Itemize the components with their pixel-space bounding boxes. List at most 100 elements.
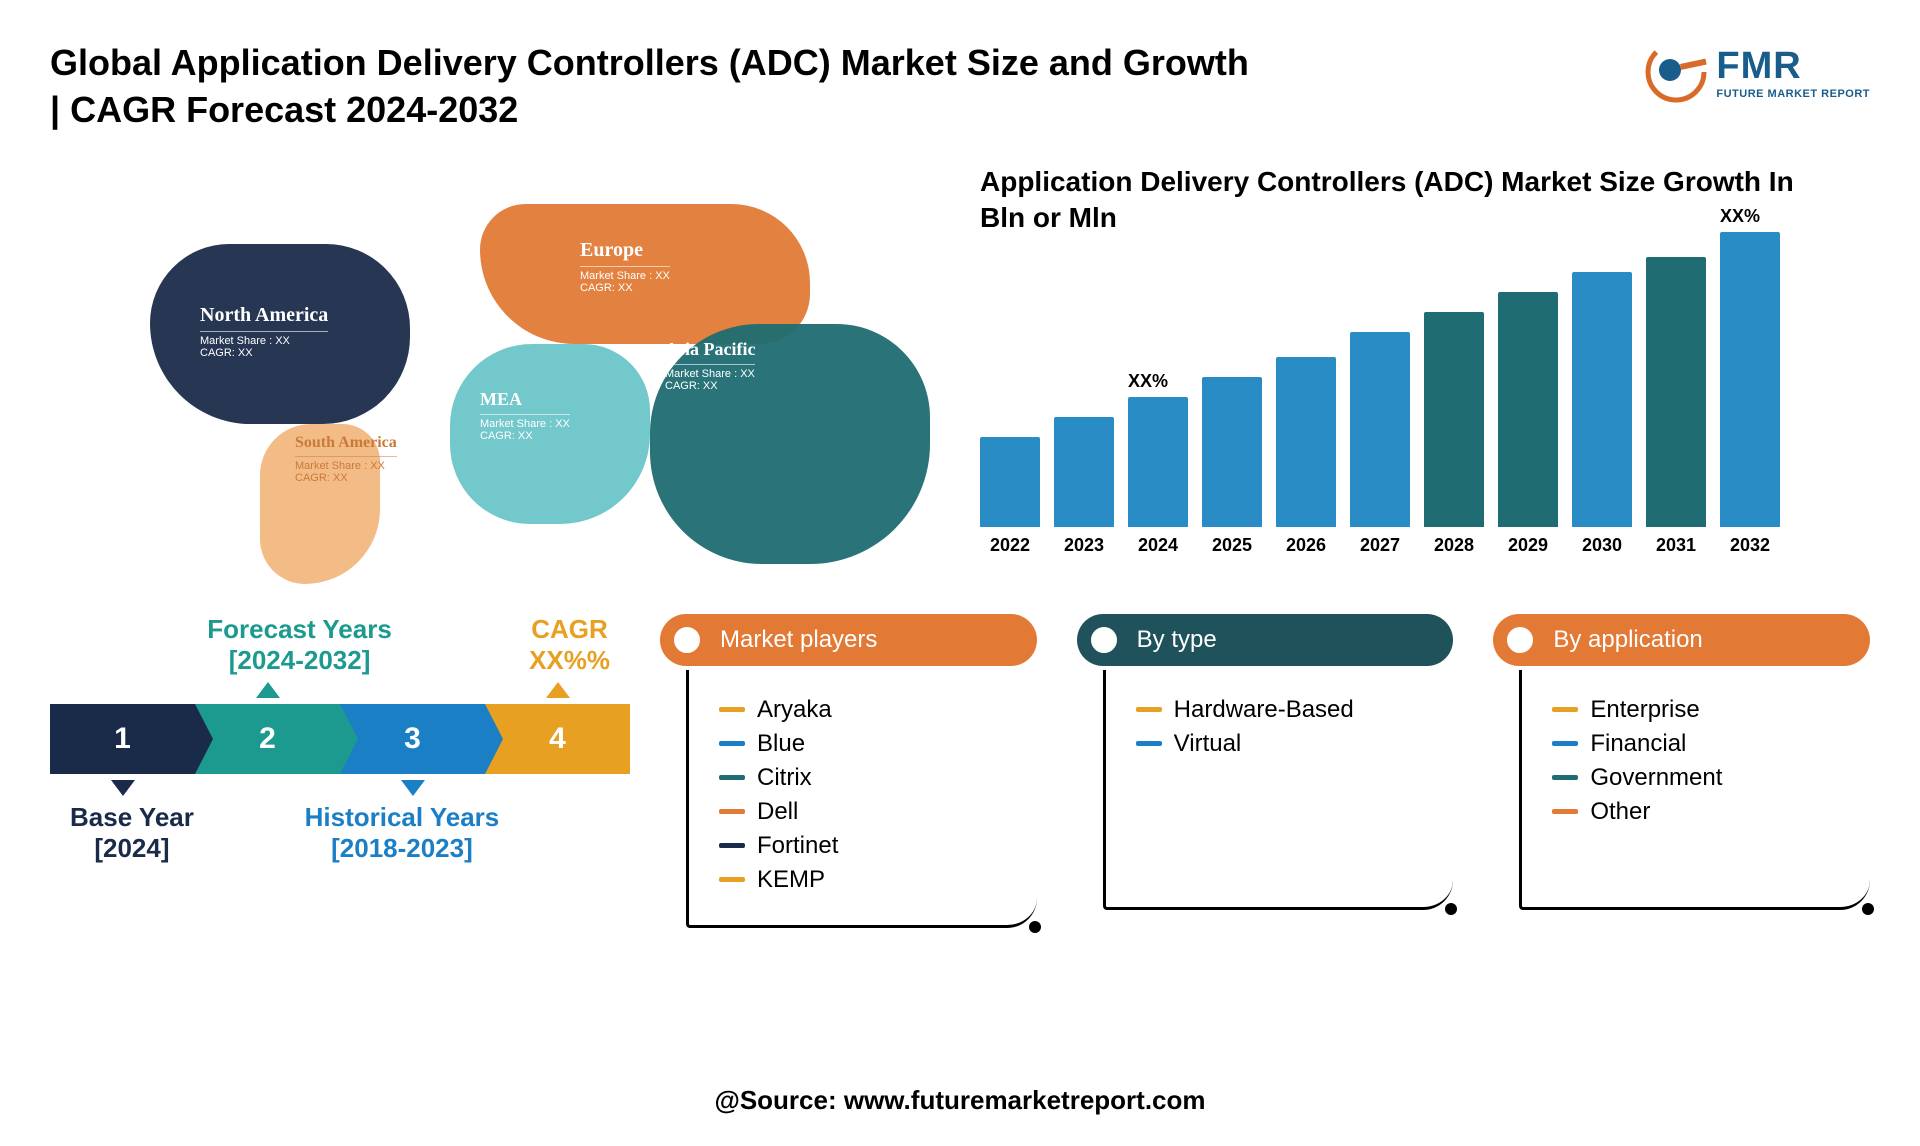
title-line-1: Global Application Delivery Controllers … [50, 42, 1249, 83]
category-body: Aryaka Blue Citrix Dell Fortinet KEMP [686, 670, 1037, 928]
bar-annotation: XX% [1720, 206, 1760, 227]
list-item-text: Government [1590, 764, 1722, 792]
triangle-down-icon [401, 780, 425, 796]
bar-year-label: 2027 [1360, 535, 1400, 556]
list-item: Aryaka [719, 696, 1017, 724]
pill-dot-icon [668, 621, 706, 659]
map-region-label: MEAMarket Share : XXCAGR: XX [480, 389, 570, 442]
list-item: Fortinet [719, 832, 1017, 860]
page-title: Global Application Delivery Controllers … [50, 40, 1249, 134]
category-title: Market players [720, 626, 877, 654]
dash-icon [1136, 741, 1162, 746]
timeline-bar: 1234 [50, 704, 630, 774]
category-column: By application Enterprise Financial Governm… [1493, 614, 1870, 928]
bar-column: 2027 [1350, 332, 1410, 556]
dash-icon [719, 707, 745, 712]
list-item: Hardware-Based [1136, 696, 1434, 724]
bar [1646, 257, 1706, 527]
category-header: By application [1493, 614, 1870, 666]
list-item: Financial [1552, 730, 1850, 758]
list-item: Other [1552, 798, 1850, 826]
list-item-text: Other [1590, 798, 1650, 826]
timeline-segment: 4 [485, 704, 630, 774]
map-region-label: EuropeMarket Share : XXCAGR: XX [580, 239, 670, 294]
category-body: Hardware-Based Virtual [1103, 670, 1454, 910]
list-item: Virtual [1136, 730, 1434, 758]
bar [1424, 312, 1484, 527]
dash-icon [719, 775, 745, 780]
category-header: Market players [660, 614, 1037, 666]
list-item-text: Blue [757, 730, 805, 758]
list-item-text: Enterprise [1590, 696, 1699, 724]
bar-column: 2022 [980, 437, 1040, 556]
bar-column: 2025 [1202, 377, 1262, 556]
list-item-text: Virtual [1174, 730, 1242, 758]
bar-year-label: 2029 [1508, 535, 1548, 556]
bar-year-label: 2030 [1582, 535, 1622, 556]
dash-icon [719, 809, 745, 814]
title-line-2: | CAGR Forecast 2024-2032 [50, 89, 518, 130]
bar: XX% [1720, 232, 1780, 527]
dash-icon [1552, 741, 1578, 746]
map-region-label: North AmericaMarket Share : XXCAGR: XX [200, 304, 328, 359]
triangle-up-icon [256, 682, 280, 698]
list-item: Citrix [719, 764, 1017, 792]
timeline-segment: 3 [340, 704, 485, 774]
list-item-text: Citrix [757, 764, 812, 792]
list-item-text: Financial [1590, 730, 1686, 758]
list-item-text: Fortinet [757, 832, 838, 860]
bar [1572, 272, 1632, 527]
logo-text: FMR [1716, 45, 1801, 88]
timeline-top-label: CAGRXX%% [529, 614, 610, 676]
list-item: Enterprise [1552, 696, 1850, 724]
triangle-up-icon [546, 682, 570, 698]
bar-year-label: 2032 [1730, 535, 1770, 556]
timeline-bottom-label: Historical Years[2018-2023] [305, 802, 500, 864]
bar-column: 2026 [1276, 357, 1336, 556]
triangle-down-icon [111, 780, 135, 796]
list-item-text: Dell [757, 798, 798, 826]
map-region-label: South AmericaMarket Share : XXCAGR: XX [295, 434, 397, 484]
bar-column: XX%2024 [1128, 397, 1188, 556]
bar-column: 2029 [1498, 292, 1558, 556]
bar-column: 2028 [1424, 312, 1484, 556]
dash-icon [1552, 775, 1578, 780]
category-body: Enterprise Financial Government Other [1519, 670, 1870, 910]
dash-icon [719, 843, 745, 848]
list-item-text: KEMP [757, 866, 825, 894]
dash-icon [1552, 707, 1578, 712]
logo-icon [1644, 40, 1708, 104]
dash-icon [719, 877, 745, 882]
list-item: Blue [719, 730, 1017, 758]
bar-column: XX% 2032 [1720, 232, 1780, 556]
dash-icon [1552, 809, 1578, 814]
logo: FMR FUTURE MARKET REPORT [1644, 40, 1870, 104]
source-attribution: @Source: www.futuremarketreport.com [714, 1085, 1205, 1116]
timeline: Forecast Years[2024-2032] CAGRXX%% 1234 Bas… [50, 614, 630, 864]
bar-year-label: 2024 [1138, 535, 1178, 556]
map-region-label: Asia PacificMarket Share : XXCAGR: XX [665, 339, 755, 392]
bar-year-label: 2028 [1434, 535, 1474, 556]
bar [1498, 292, 1558, 527]
category-title: By application [1553, 626, 1702, 654]
bar-year-label: 2023 [1064, 535, 1104, 556]
bar-year-label: 2022 [990, 535, 1030, 556]
category-title: By type [1137, 626, 1217, 654]
dash-icon [719, 741, 745, 746]
timeline-segment: 1 [50, 704, 195, 774]
timeline-bottom-label: Base Year[2024] [70, 802, 194, 864]
bar-year-label: 2031 [1656, 535, 1696, 556]
bar-year-label: 2026 [1286, 535, 1326, 556]
bar [1202, 377, 1262, 527]
dash-icon [1136, 707, 1162, 712]
bar-column: 2030 [1572, 272, 1632, 556]
bar-annotation: XX% [1128, 371, 1168, 392]
list-item: Government [1552, 764, 1850, 792]
header: Global Application Delivery Controllers … [50, 40, 1870, 134]
pill-dot-icon [1085, 621, 1123, 659]
list-item: Dell [719, 798, 1017, 826]
world-map: North AmericaMarket Share : XXCAGR: XX So… [50, 164, 950, 564]
timeline-top-label: Forecast Years[2024-2032] [207, 614, 392, 676]
bar-column: 2031 [1646, 257, 1706, 556]
category-column: By type Hardware-Based Virtual [1077, 614, 1454, 928]
